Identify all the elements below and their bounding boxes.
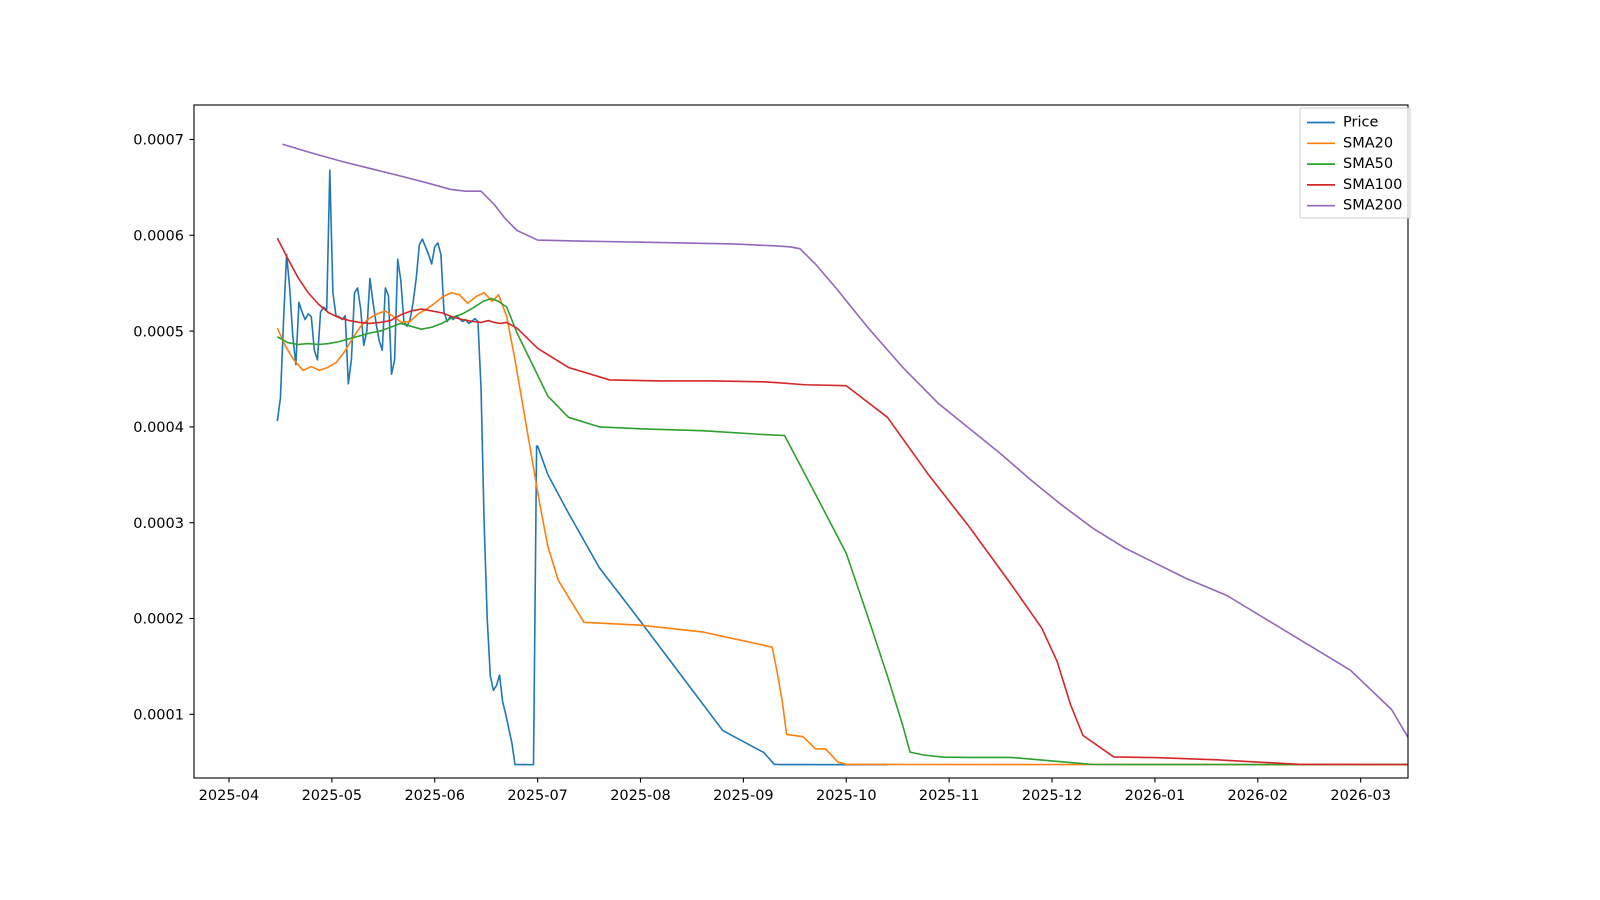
legend-label-sma50: SMA50 — [1343, 156, 1393, 172]
axes-background — [194, 105, 1408, 778]
x-tick-label: 2025-08 — [610, 788, 671, 804]
series-line-sma50 — [276, 297, 1408, 766]
y-tick-label: 0.0005 — [133, 324, 184, 340]
legend-label-price: Price — [1343, 115, 1378, 131]
x-axis-ticks: 2025-04 2025-05 2025-06 2025-07 2025-08 2025-… — [199, 778, 1391, 804]
x-tick-label: 2026-02 — [1227, 788, 1288, 804]
legend-label-sma200: SMA200 — [1343, 198, 1402, 214]
series-line-price — [276, 169, 888, 766]
x-tick-label: 2025-12 — [1022, 788, 1083, 804]
plot-area — [194, 105, 1408, 778]
legend-label-sma100: SMA100 — [1343, 177, 1402, 193]
series-lines — [276, 143, 1409, 766]
series-line-sma200 — [282, 143, 1409, 738]
y-tick-label: 0.0006 — [133, 228, 184, 244]
y-tick-label: 0.0004 — [133, 420, 184, 436]
y-tick-label: 0.0007 — [133, 133, 184, 149]
x-tick-label: 2025-05 — [302, 788, 363, 804]
y-tick-label: 0.0003 — [133, 516, 184, 532]
legend-box — [1299, 107, 1411, 219]
y-tick-label: 0.0001 — [133, 707, 184, 723]
series-line-sma20 — [276, 291, 1409, 766]
x-tick-label: 2026-01 — [1125, 788, 1186, 804]
series-line-sma100 — [276, 237, 1409, 766]
x-tick-label: 2025-09 — [713, 788, 774, 804]
x-tick-label: 2025-04 — [199, 788, 260, 804]
x-tick-label: 2026-03 — [1330, 788, 1391, 804]
x-tick-label: 2025-10 — [816, 788, 877, 804]
x-tick-label: 2025-07 — [507, 788, 568, 804]
x-tick-label: 2025-06 — [404, 788, 465, 804]
legend-label-sma20: SMA20 — [1343, 135, 1393, 151]
y-tick-label: 0.0002 — [133, 612, 184, 628]
x-tick-label: 2025-11 — [919, 788, 980, 804]
axes-frame — [193, 104, 1409, 779]
y-axis-ticks: 0.0001 0.0002 0.0003 0.0004 0.0005 0.0006 0.00… — [133, 133, 194, 723]
axes-spines — [193, 104, 1409, 779]
chart-legend: Price SMA20 SMA50 SMA100 SMA200 — [1299, 107, 1411, 219]
